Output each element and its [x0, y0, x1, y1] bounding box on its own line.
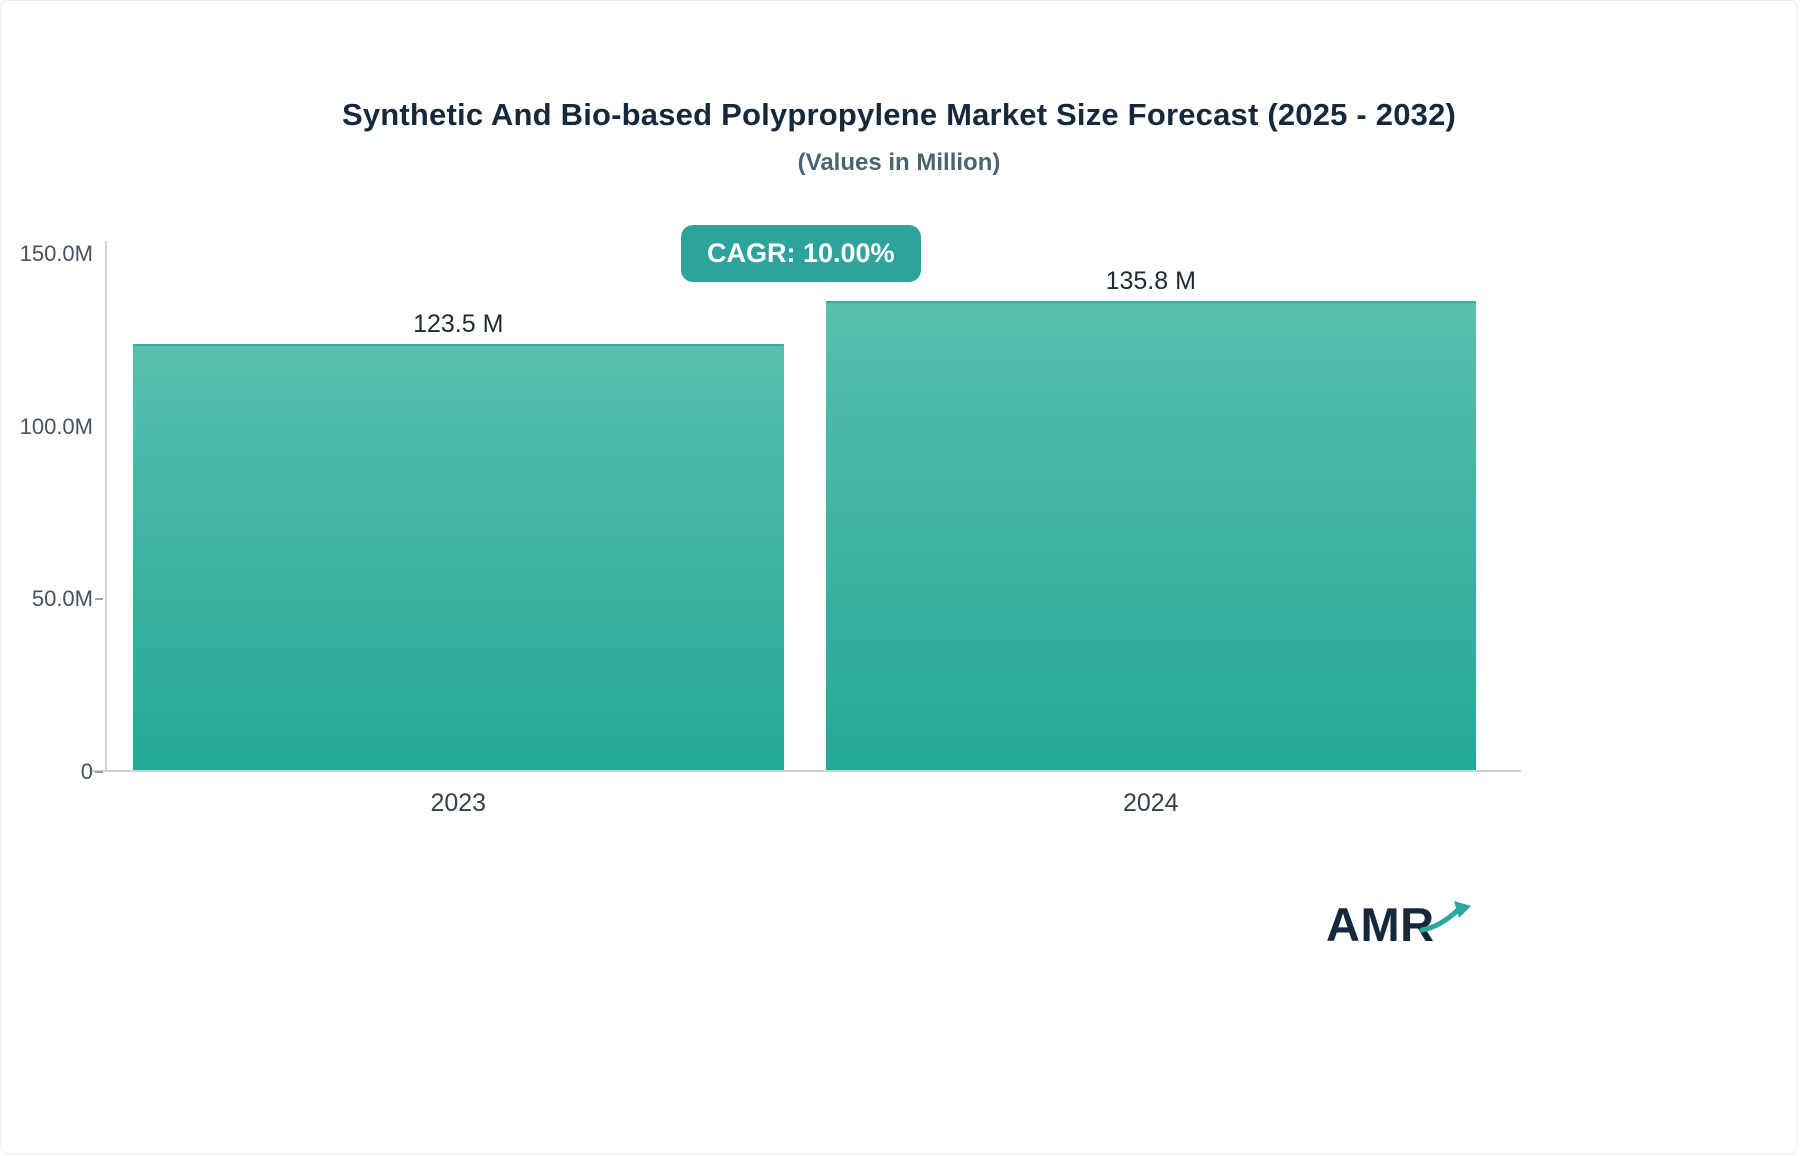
x-axis-line — [89, 770, 1521, 772]
y-tick-mark — [95, 598, 103, 601]
amr-logo-text: AMR — [1326, 898, 1435, 951]
chart-subtitle: (Values in Million) — [797, 149, 1001, 176]
bar-2023[interactable]: 123.5 M 2023 — [133, 310, 784, 817]
y-tick-label: 100.0M — [19, 413, 93, 439]
x-axis-label: 2023 — [430, 789, 487, 817]
chart-title: Synthetic And Bio-based Polypropylene Ma… — [341, 97, 1457, 132]
amr-logo: AMR — [1326, 897, 1473, 952]
plot-area: 123.5 M 2023 135.8 M 2024 — [107, 254, 1521, 817]
y-axis-line — [105, 241, 107, 772]
bar-chart: 150.0M 100.0M 50.0M 0 123.5 M 2023 135.8 M 202… — [1, 241, 1521, 817]
y-tick-label: 50.0M — [31, 586, 93, 612]
bar-value-label: 123.5 M — [413, 309, 504, 338]
y-tick-label: 0 — [80, 759, 93, 784]
bar-2024[interactable]: 135.8 M 2024 — [825, 267, 1476, 817]
bar-value-label: 135.8 M — [1105, 267, 1196, 295]
x-axis-label: 2024 — [1122, 789, 1179, 817]
y-tick-mark — [95, 771, 103, 773]
logo-arrow-icon — [1419, 900, 1471, 932]
cagr-badge: CAGR: 10.00% — [681, 225, 921, 282]
cagr-badge-label: CAGR: 10.00% — [707, 238, 895, 268]
y-tick-label: 150.0M — [19, 241, 93, 266]
